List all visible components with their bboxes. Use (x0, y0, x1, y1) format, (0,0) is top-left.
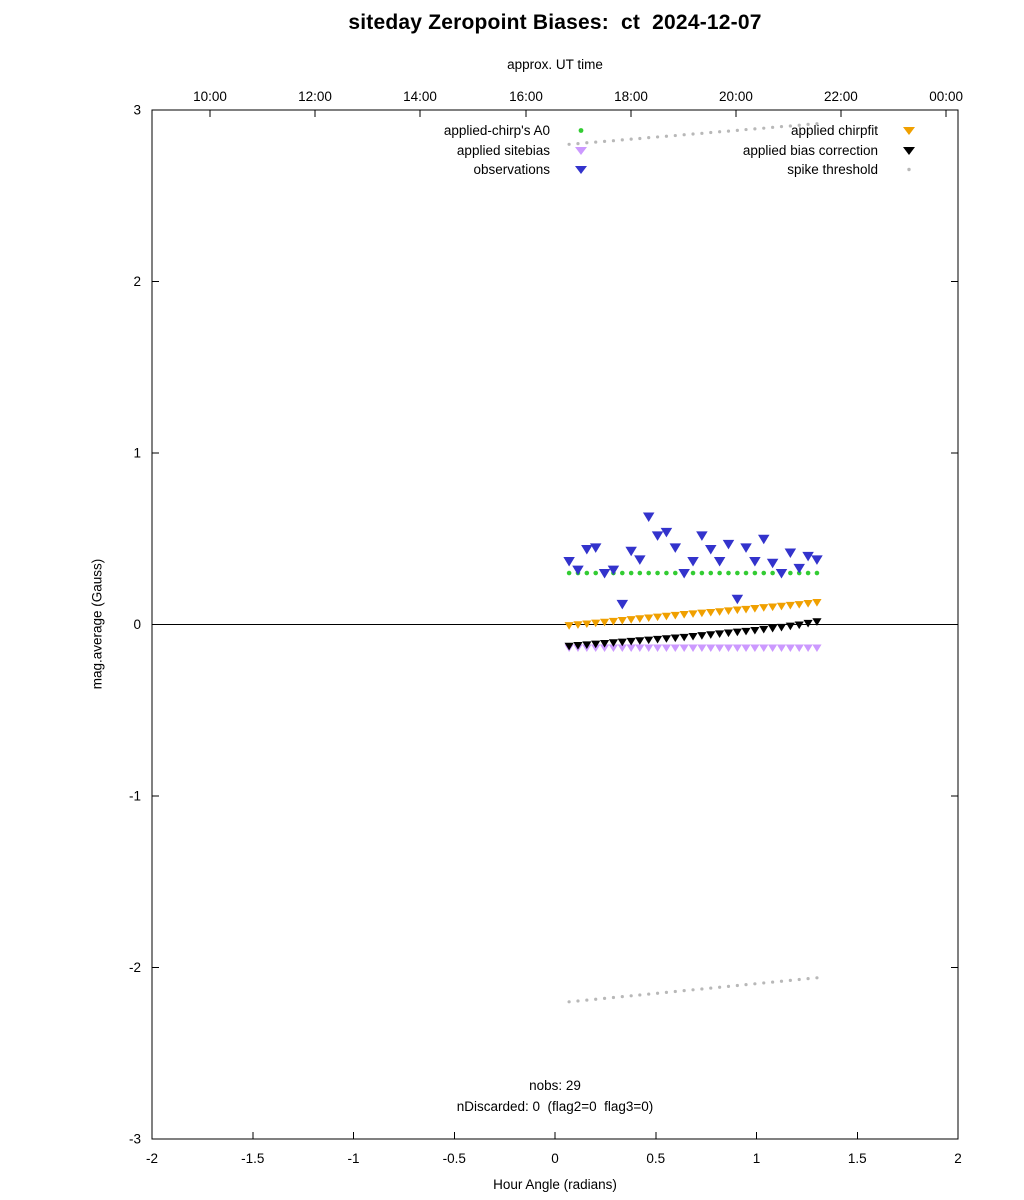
legend-item-chirpfit: applied chirpfit (571, 121, 916, 141)
legend-item-biascorr: applied bias correction (571, 141, 916, 161)
series-biascorr (564, 618, 822, 651)
x-tick-label: -1.5 (241, 1151, 264, 1166)
x-axis-label: Hour Angle (radians) (493, 1177, 617, 1192)
top-tick-label: 16:00 (509, 89, 543, 104)
x-axis-ticks: -2 -1.5 -1 -0.5 0 0.5 1 1.5 2 (146, 1132, 962, 1166)
legend-marker-chirpfit (903, 127, 915, 136)
x-tick-label: -0.5 (443, 1151, 466, 1166)
legend-item-observations: observations (243, 160, 588, 180)
top-tick-label: 12:00 (298, 89, 332, 104)
legend-label-sitebias: applied sitebias (456, 142, 550, 158)
y-axis-ticks: 3 2 1 0 -1 -2 -3 (129, 103, 958, 1147)
y-tick-label: 3 (133, 103, 141, 118)
x-tick-label: 1 (753, 1151, 761, 1166)
legend-marker-spike (907, 168, 911, 172)
x-tick-label: 1.5 (848, 1151, 867, 1166)
series-chirpfit (564, 599, 822, 630)
series-spike_upper (567, 122, 819, 146)
top-tick-label: 10:00 (193, 89, 227, 104)
chart-title: siteday Zeropoint Biases: ct 2024-12-07 (348, 11, 762, 34)
x-tick-label: 0.5 (646, 1151, 665, 1166)
y-tick-label: 2 (133, 274, 141, 289)
x-tick-label: 2 (954, 1151, 962, 1166)
legend-column-right: applied chirpfit applied bias correction… (571, 121, 916, 180)
legend-item-spike: spike threshold (571, 160, 916, 180)
y-tick-label: -3 (129, 1132, 141, 1147)
legend-label-biascorr: applied bias correction (742, 142, 878, 158)
legend-marker-a0 (578, 128, 584, 134)
y-axis-label: mag.average (Gauss) (89, 558, 105, 690)
top-axis-label: approx. UT time (507, 57, 603, 72)
x-tick-label: 0 (551, 1151, 559, 1166)
series-sitebias (564, 644, 822, 653)
legend-label-observations: observations (473, 162, 550, 178)
y-tick-label: -2 (129, 960, 141, 975)
series-spike_lower (567, 976, 819, 1004)
top-tick-label: 00:00 (929, 89, 963, 104)
legend-label-spike: spike threshold (787, 162, 878, 178)
legend-marker-biascorr (903, 146, 915, 155)
y-tick-label: 1 (133, 446, 141, 461)
legend-label-chirpfit: applied chirpfit (790, 123, 878, 139)
series-observations (563, 512, 823, 610)
legend-item-a0: applied-chirp's A0 (243, 121, 588, 141)
annotation-ndiscarded: nDiscarded: 0 (flag2=0 flag3=0) (456, 1099, 654, 1114)
top-tick-label: 14:00 (403, 89, 437, 104)
y-tick-label: 0 (133, 617, 141, 632)
top-axis-ticks: 10:00 12:00 14:00 16:00 18:00 20:00 22:00 00:00 (193, 89, 963, 117)
x-tick-label: -2 (146, 1151, 158, 1166)
legend-marker-sitebias (575, 146, 587, 155)
legend-marker-observations (575, 166, 587, 175)
top-tick-label: 18:00 (614, 89, 648, 104)
y-tick-label: -1 (129, 789, 141, 804)
x-tick-label: -1 (347, 1151, 359, 1166)
top-tick-label: 20:00 (719, 89, 753, 104)
annotation-nobs: nobs: 29 (529, 1078, 581, 1093)
top-tick-label: 22:00 (824, 89, 858, 104)
legend-item-sitebias: applied sitebias (243, 141, 588, 161)
legend-label-a0: applied-chirp's A0 (443, 123, 550, 139)
legend-column-left: applied-chirp's A0 applied sitebias obse… (243, 121, 588, 180)
